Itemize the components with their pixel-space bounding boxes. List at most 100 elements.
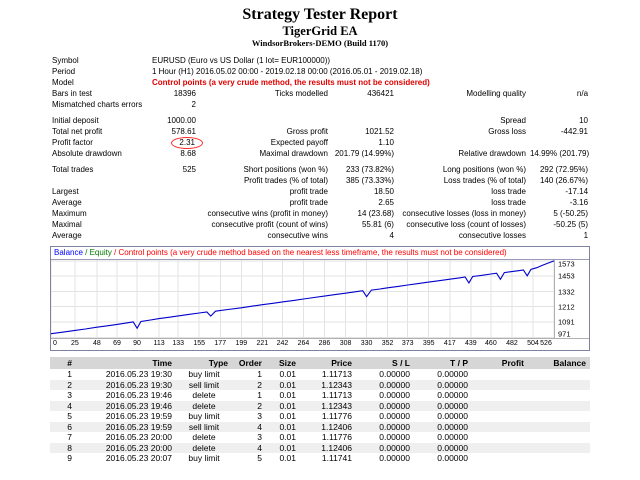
cell-sl: 0.00000 [379, 400, 410, 411]
avg-cons-wins-label: consecutive wins [267, 231, 328, 240]
expected-payoff-label: Expected payoff [270, 138, 328, 147]
symbol-value: EURUSD (Euro vs US Dollar (1 lot= EUR100… [151, 56, 331, 65]
column-header: Order [232, 357, 266, 369]
cell-profit [472, 453, 528, 464]
avg-loss-value: -3.16 [569, 198, 589, 207]
cell-balance [528, 401, 590, 412]
x-axis-label: 417 [443, 340, 456, 347]
cell-type: delete [192, 442, 216, 453]
cell-price: 1.11713 [321, 390, 352, 401]
x-axis-label: 48 [92, 340, 101, 347]
x-axis-label: 460 [485, 340, 497, 347]
max-cons-profit-value: 55.81 (6) [361, 220, 394, 229]
x-axis-label: 526 [540, 340, 552, 347]
cell-time: 2016.05.23 20:00 [105, 432, 172, 443]
quality-label: Modelling quality [466, 89, 526, 98]
cell-profit [472, 390, 528, 401]
cell-sl: 0.00000 [379, 369, 410, 380]
max-cons-losses-label: consecutive losses (loss in money) [402, 209, 526, 218]
ticks-label: Ticks modelled [274, 89, 328, 98]
cell-balance [528, 432, 590, 443]
cell-sl: 0.00000 [379, 390, 410, 401]
cell-sl: 0.00000 [379, 432, 410, 443]
profit-factor-highlight: 2.31 [171, 136, 203, 149]
cell-price: 1.12343 [321, 379, 352, 390]
x-axis-label: 242 [276, 340, 289, 347]
cell-type: delete [192, 432, 216, 443]
x-axis-label: 482 [506, 340, 518, 347]
deposit-label: Initial deposit [51, 116, 99, 125]
max-cons-profit-label: consecutive profit (count of wins) [211, 220, 328, 229]
largest-label: Largest [51, 187, 79, 196]
cell-number: 5 [67, 411, 72, 422]
cell-order: 2 [257, 379, 262, 390]
legend-model-note: / Control points (a very crude method ba… [111, 248, 507, 257]
x-axis-label: 0 [53, 340, 57, 347]
column-header: # [50, 357, 76, 369]
largest-loss-value: -17.14 [565, 187, 589, 196]
profit-trades-value: 385 (73.33%) [345, 176, 394, 185]
table-row: 2 2016.05.23 19:30 sell limit 2 0.01 1.1… [50, 379, 590, 391]
avg-cons-wins-value: 4 [389, 231, 394, 240]
table-row: 6 2016.05.23 19:59 sell limit 4 0.01 1.1… [50, 421, 590, 432]
largest-loss-label: loss trade [491, 187, 526, 196]
summary-row: Mismatched charts errors 2 [50, 99, 590, 110]
cell-profit [472, 401, 528, 412]
summary-row: Period 1 Hour (H1) 2016.05.02 00:00 - 20… [50, 66, 590, 77]
cell-number: 3 [67, 390, 72, 401]
total-trades-value: 525 [182, 165, 196, 174]
period-value: 1 Hour (H1) 2016.05.02 00:00 - 2019.02.1… [151, 67, 423, 76]
abs-dd-value: 8.68 [180, 149, 196, 158]
largest-profit-label: profit trade [289, 187, 328, 196]
cell-tp: 0.00000 [437, 411, 468, 422]
short-pos-value: 233 (73.82%) [345, 165, 394, 174]
legend-equity: / Equity [82, 248, 112, 257]
avg-profit-label: profit trade [289, 198, 328, 207]
cell-type: buy limit [188, 453, 220, 464]
rel-dd-value: 14.99% (201.79) [529, 149, 590, 158]
column-header: Price [300, 357, 356, 369]
max-cons-loss-label: consecutive loss (count of losses) [406, 220, 526, 229]
y-axis-label: 1332 [558, 287, 575, 296]
cell-price: 1.12343 [321, 400, 352, 411]
x-axis-label: 133 [172, 340, 185, 347]
plot-area [51, 260, 554, 338]
cell-price: 1.12406 [321, 442, 352, 453]
column-header: T / P [414, 357, 472, 369]
cell-sl: 0.00000 [379, 421, 410, 432]
cell-balance [528, 453, 590, 464]
cell-balance [528, 380, 590, 391]
cell-number: 6 [67, 421, 72, 432]
period-label: Period [51, 67, 76, 76]
cell-size: 0.01 [279, 379, 296, 390]
cell-time: 2016.05.23 20:07 [105, 453, 172, 464]
chart-legend: Balance / Equity / Control points (a ver… [51, 247, 589, 260]
x-axis-label: 155 [193, 340, 206, 347]
y-axis: 971 1091 1212 1332 1453 1573 [554, 260, 589, 339]
avg-cons-losses-label: consecutive losses [458, 231, 526, 240]
cell-order: 2 [257, 400, 262, 411]
cell-number: 1 [67, 369, 72, 380]
summary-row: Profit factor 2.31 Expected payoff 1.10 [50, 136, 590, 149]
cell-type: sell limit [188, 421, 220, 432]
cell-tp: 0.00000 [437, 453, 468, 464]
cell-price: 1.11713 [321, 369, 352, 380]
summary-row: Initial deposit 1000.00 Spread 10 [50, 115, 590, 126]
cell-number: 2 [67, 379, 72, 390]
x-axis-label: 221 [256, 340, 269, 347]
max-cons-wins-value: 14 (23.68) [357, 209, 394, 218]
y-axis-label: 1091 [558, 317, 575, 327]
model-label: Model [51, 78, 74, 87]
cell-price: 1.11776 [321, 432, 352, 443]
x-axis-label: 373 [401, 340, 414, 347]
avg-loss-label: loss trade [491, 198, 526, 207]
cell-tp: 0.00000 [437, 442, 468, 453]
deposit-value: 1000.00 [167, 116, 196, 125]
cell-balance [528, 411, 590, 422]
cell-sl: 0.00000 [379, 379, 410, 390]
summary-row: Maximal consecutive profit (count of win… [50, 219, 590, 230]
table-row: 5 2016.05.23 19:59 buy limit 3 0.01 1.11… [50, 411, 590, 422]
column-header: Time [76, 357, 176, 369]
